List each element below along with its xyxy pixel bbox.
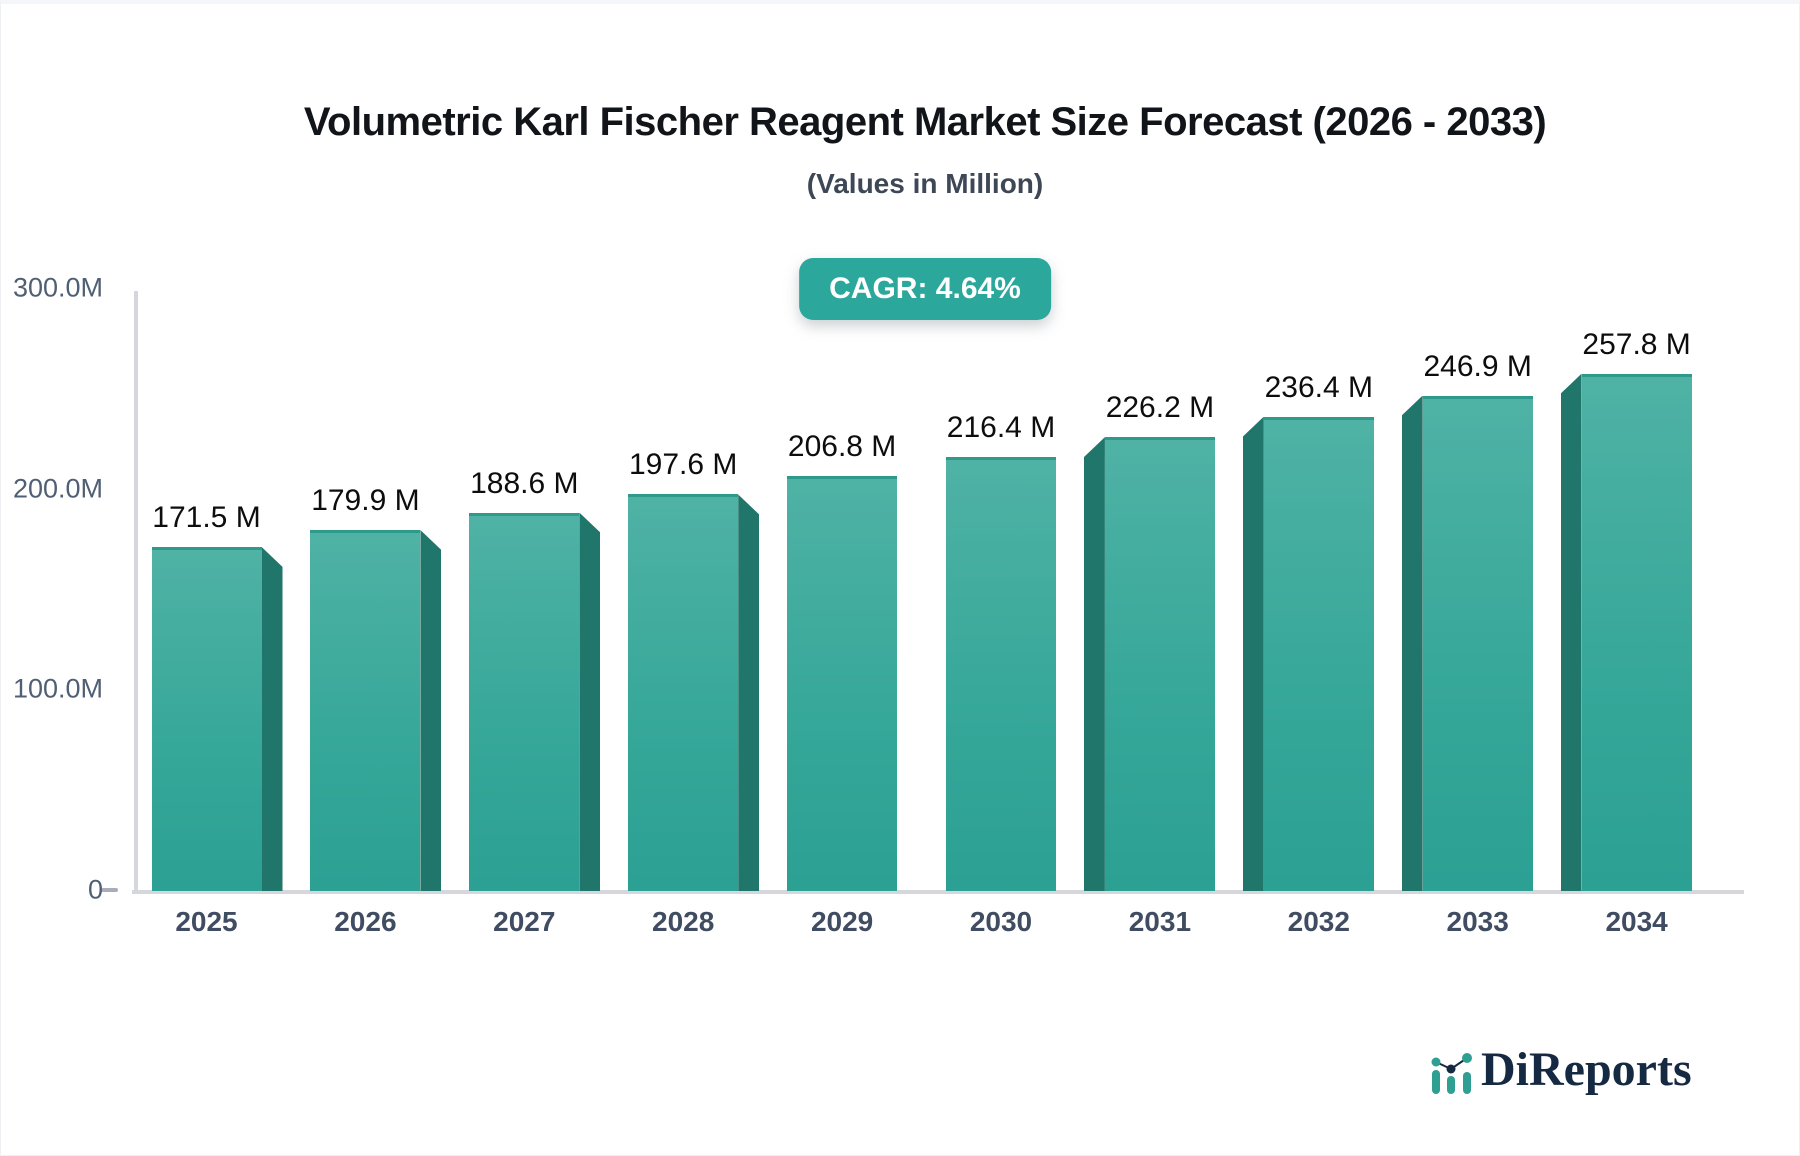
page-title: Volumetric Karl Fischer Reagent Market S… xyxy=(303,100,1547,144)
y-axis-tick-label: 100.0M xyxy=(12,673,103,704)
x-axis-label-2032: 2032 xyxy=(1287,906,1350,937)
bar-2034[interactable] xyxy=(1581,373,1692,891)
bar-3d-side xyxy=(420,530,442,891)
x-axis-label-2025: 2025 xyxy=(175,906,238,937)
logo-bar-line-chart-icon xyxy=(1431,1053,1472,1094)
bar-2028[interactable] xyxy=(628,494,739,891)
bar-value-label: 216.4 M xyxy=(946,410,1056,444)
bar-2026[interactable] xyxy=(310,530,421,891)
bar-3d-side xyxy=(1083,437,1105,891)
bar-3d-side xyxy=(261,546,283,891)
bar-2029[interactable] xyxy=(787,476,898,891)
chart-subtitle: (Values in Million) xyxy=(806,168,1044,199)
x-axis-line xyxy=(132,890,1744,894)
x-axis-label-2031: 2031 xyxy=(1128,906,1192,937)
x-axis-label-2029: 2029 xyxy=(810,906,874,937)
bar-2030[interactable] xyxy=(946,456,1056,891)
bar-value-label: 206.8 M xyxy=(787,430,897,464)
bar-value-label: 179.9 M xyxy=(311,484,420,517)
bar-value-label: 226.2 M xyxy=(1105,391,1215,425)
y-axis-tick-label: 300.0M xyxy=(12,272,103,303)
bar-3d-side xyxy=(1401,395,1423,891)
y-axis-line xyxy=(134,291,138,894)
x-axis-label-2033: 2033 xyxy=(1446,906,1509,937)
x-axis-label-2030: 2030 xyxy=(969,906,1033,937)
bar-2025[interactable] xyxy=(151,546,262,891)
bar-2032[interactable] xyxy=(1263,416,1374,891)
bar-3d-side xyxy=(1560,373,1582,891)
direports-logo: DiReports xyxy=(1429,1046,1692,1094)
cagr-badge: CAGR: 4.64% xyxy=(799,258,1051,320)
bar-3d-side xyxy=(579,512,601,891)
bar-value-label: 236.4 M xyxy=(1264,370,1373,404)
zero-tick-mark xyxy=(101,888,118,892)
x-axis-label-2026: 2026 xyxy=(334,906,397,937)
y-axis-tick-label: 200.0M xyxy=(12,473,103,504)
logo-text: DiReports xyxy=(1481,1043,1692,1096)
bar-3d-side xyxy=(738,494,760,891)
x-axis-label-2028: 2028 xyxy=(652,906,715,937)
bar-3d-side xyxy=(1242,416,1264,891)
bar-2027[interactable] xyxy=(469,512,580,891)
y-axis-tick-label: 0 xyxy=(87,874,103,905)
x-axis-label-2034: 2034 xyxy=(1605,906,1668,937)
bar-2033[interactable] xyxy=(1422,395,1533,891)
bar-value-label: 197.6 M xyxy=(628,448,738,482)
bar-value-label: 246.9 M xyxy=(1423,349,1532,383)
x-axis-label-2027: 2027 xyxy=(493,906,556,937)
bar-value-label: 171.5 M xyxy=(152,500,261,534)
bar-2031[interactable] xyxy=(1104,437,1215,891)
bar-value-label: 188.6 M xyxy=(470,466,579,500)
bar-value-label: 257.8 M xyxy=(1582,327,1691,361)
